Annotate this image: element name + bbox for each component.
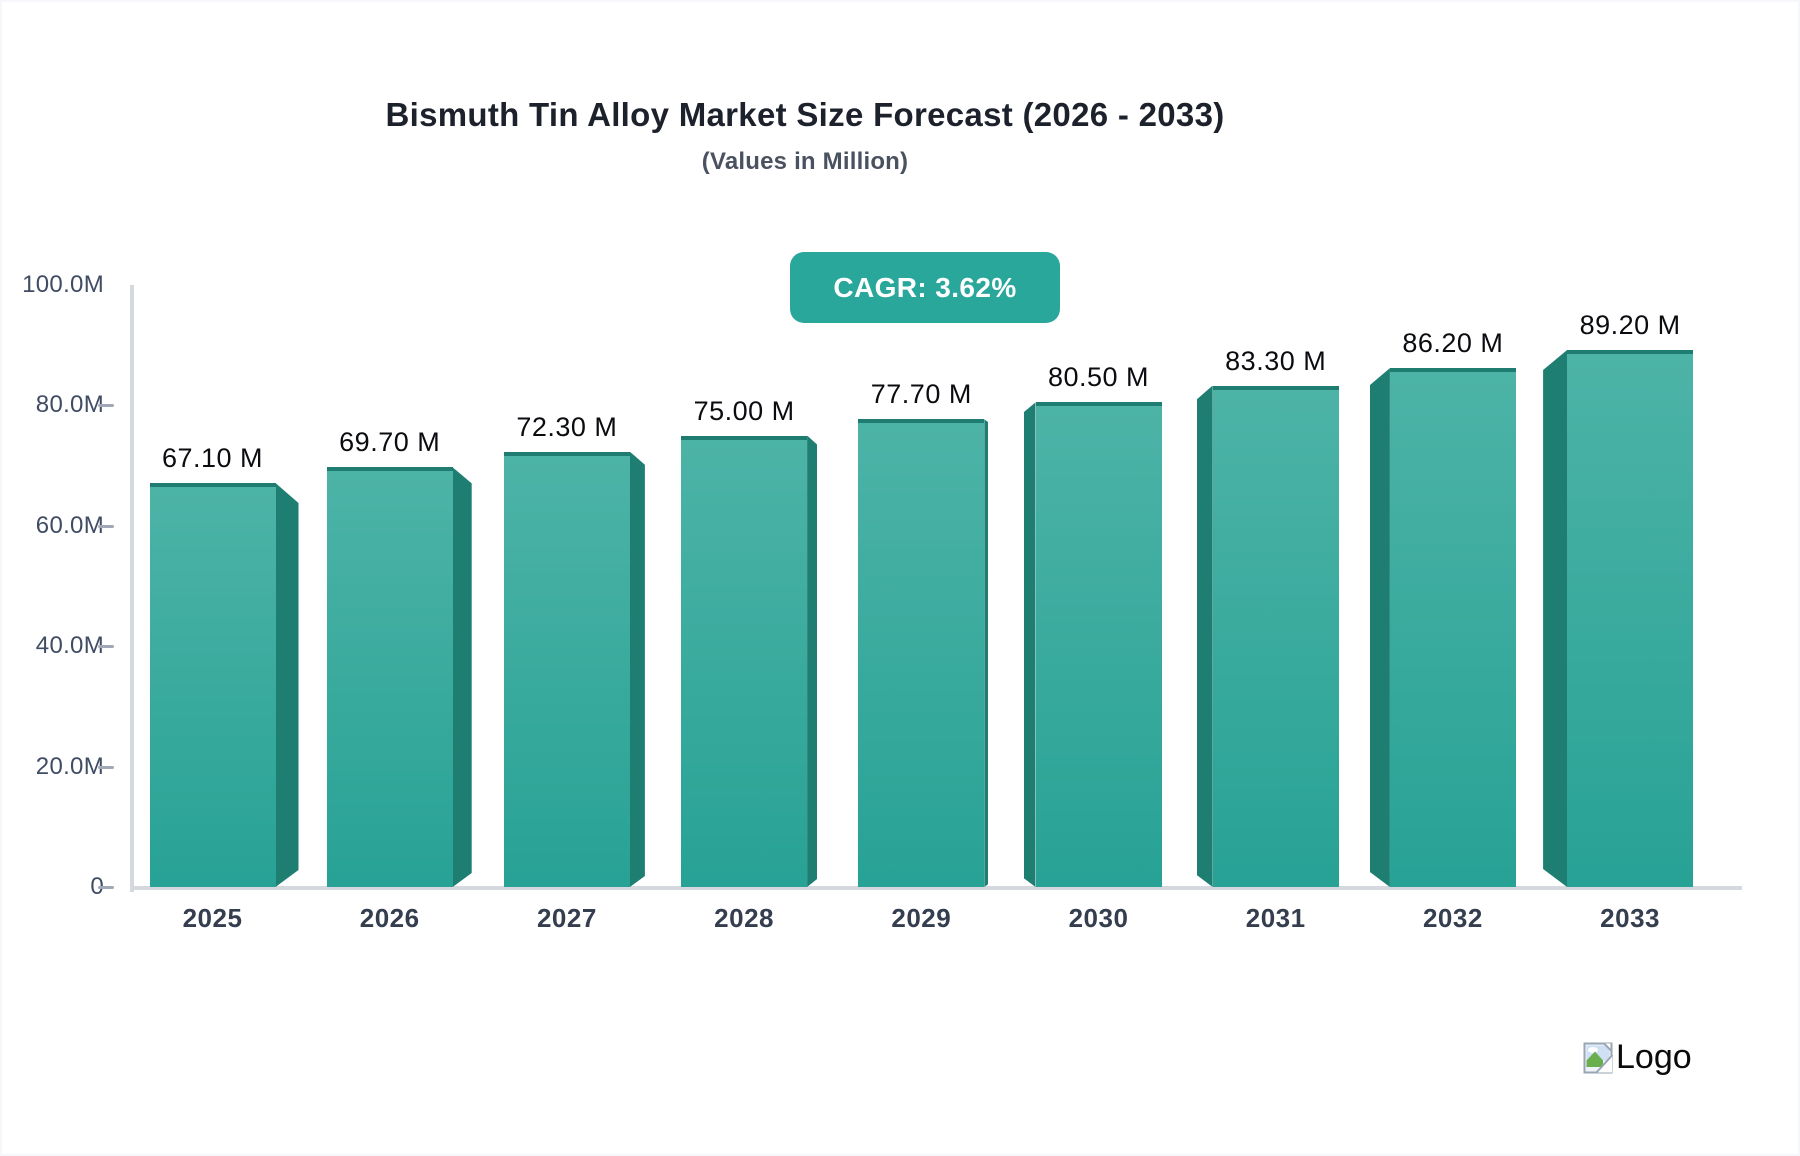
y-axis-tick-label: 20.0M	[35, 752, 104, 780]
bar-2033	[1567, 350, 1694, 887]
bar-value-label: 69.70 M	[339, 427, 441, 458]
y-axis-tick-label: 40.0M	[35, 632, 104, 660]
y-axis-line	[130, 285, 134, 892]
logo-text: Logo	[1616, 1038, 1692, 1076]
bar-2030	[1035, 402, 1162, 887]
y-axis-tick-mark	[98, 404, 114, 408]
y-axis-tick-label: 60.0M	[35, 511, 104, 539]
x-axis-label-2025: 2025	[182, 903, 243, 933]
x-axis-label-2030: 2030	[1068, 903, 1129, 933]
bar-side-face	[1024, 402, 1036, 887]
bar-side-face	[276, 483, 299, 887]
bar-value-label: 83.30 M	[1225, 345, 1327, 376]
bar-2026	[326, 467, 453, 887]
x-axis-label-2032: 2032	[1422, 903, 1483, 933]
bar-side-face	[630, 452, 645, 887]
bar-2028	[681, 435, 808, 887]
x-axis-label-2028: 2028	[714, 903, 775, 933]
cagr-badge: CAGR: 3.62%	[790, 252, 1060, 323]
logo: Logo	[1583, 1038, 1692, 1077]
x-axis-label-2026: 2026	[359, 903, 420, 933]
y-axis-tick-mark	[98, 524, 114, 528]
bar-value-label: 89.20 M	[1579, 310, 1681, 341]
bar-side-face	[1370, 368, 1390, 887]
bar-side-face	[1543, 350, 1567, 887]
bar-2029	[858, 419, 985, 887]
bar-value-label: 86.20 M	[1402, 328, 1504, 359]
bar-side-face	[453, 467, 472, 887]
y-axis-tick-label: 100.0M	[22, 271, 104, 298]
bar-value-label: 75.00 M	[693, 395, 795, 426]
y-axis-tick-label: 0	[90, 873, 104, 900]
x-axis-label-2027: 2027	[536, 903, 597, 933]
bar-value-label: 80.50 M	[1047, 362, 1150, 393]
cagr-badge-label: CAGR: 3.62%	[833, 271, 1017, 303]
broken-image-icon	[1583, 1042, 1614, 1074]
bar-side-face	[807, 436, 817, 888]
y-axis-tick-label: 80.0M	[35, 391, 104, 419]
x-axis-label-2031: 2031	[1245, 903, 1306, 933]
y-axis-tick-mark	[98, 886, 114, 889]
bar-2027	[503, 451, 630, 887]
bar-2032	[1389, 368, 1516, 887]
bar-value-label: 67.10 M	[161, 443, 264, 474]
x-axis-label-2029: 2029	[891, 903, 952, 933]
x-axis-label-2033: 2033	[1600, 903, 1661, 933]
bar-side-face	[984, 419, 988, 887]
y-axis-tick-mark	[98, 645, 114, 649]
bar-value-label: 77.70 M	[870, 379, 972, 410]
bar-value-label: 72.30 M	[516, 411, 618, 442]
y-axis-tick-mark	[98, 765, 114, 769]
x-axis-line	[130, 886, 1742, 890]
bar-2031	[1212, 385, 1339, 887]
bar-2025	[149, 483, 276, 887]
bar-side-face	[1197, 386, 1213, 887]
chart-subtitle: (Values in Million)	[701, 148, 909, 175]
chart-title: Bismuth Tin Alloy Market Size Forecast (…	[385, 96, 1225, 133]
